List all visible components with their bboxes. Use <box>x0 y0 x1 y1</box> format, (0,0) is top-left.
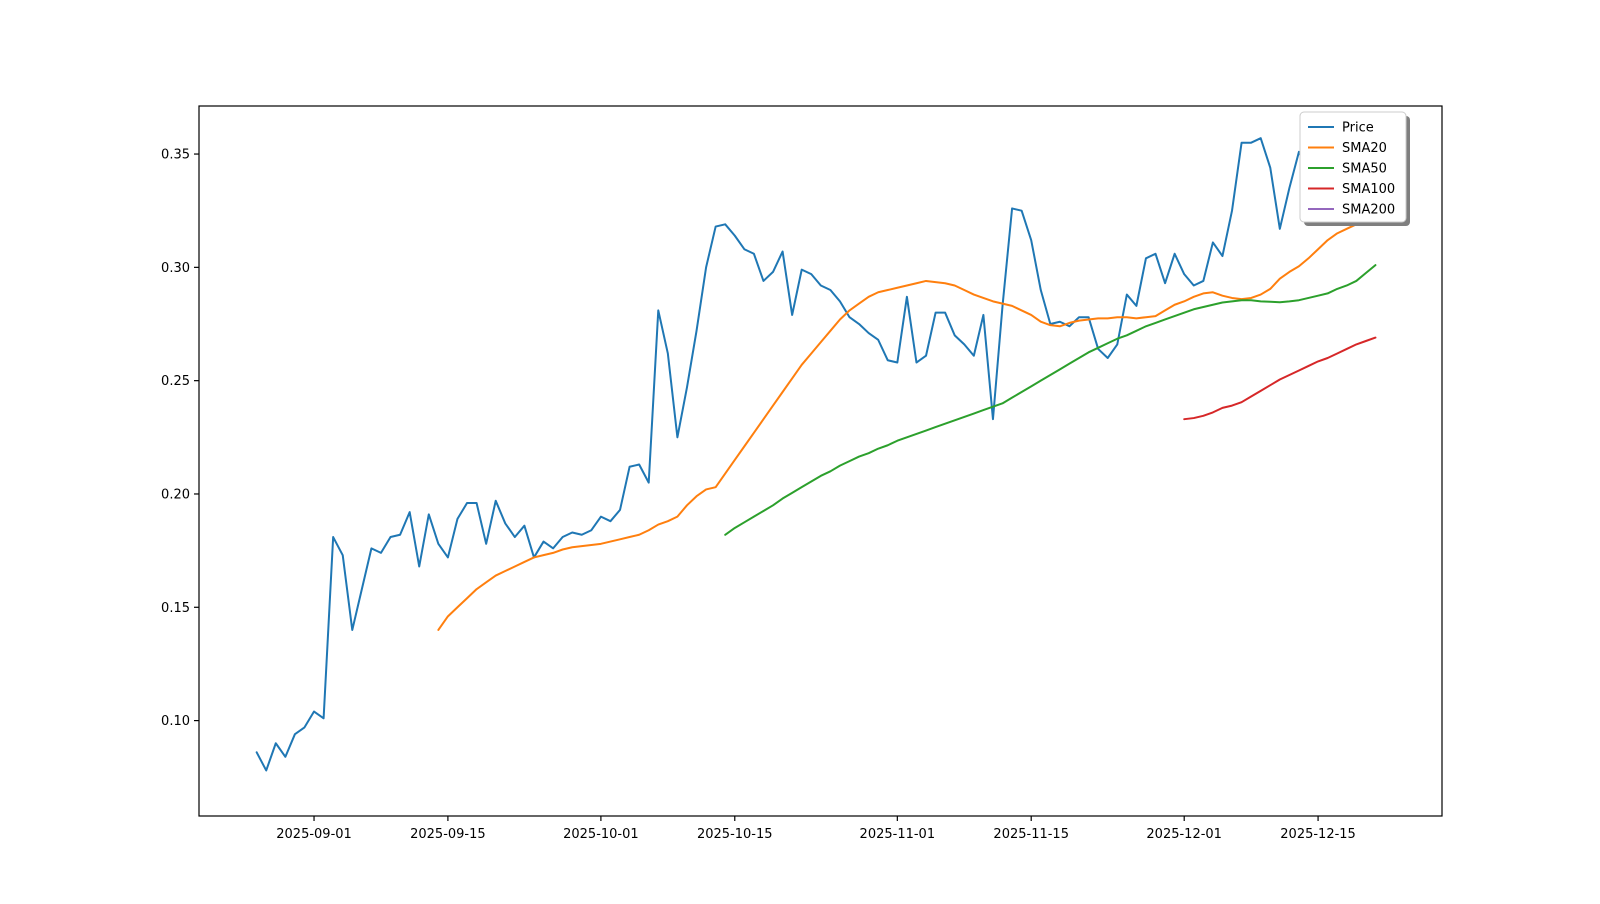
y-tick-label: 0.20 <box>161 487 190 502</box>
x-tick-label: 2025-11-01 <box>860 827 936 842</box>
y-tick-label: 0.10 <box>161 714 190 729</box>
x-tick-label: 2025-10-15 <box>697 827 773 842</box>
series-lines <box>255 137 1377 772</box>
y-tick-label: 0.35 <box>161 148 190 163</box>
legend-label-sma50: SMA50 <box>1342 162 1387 177</box>
y-tick-label: 0.15 <box>161 601 190 616</box>
legend-label-sma20: SMA20 <box>1342 141 1387 156</box>
legend-label-price: Price <box>1342 121 1374 136</box>
x-tick-label: 2025-09-01 <box>276 827 352 842</box>
y-tick-label: 0.30 <box>161 261 190 276</box>
line-sma50 <box>724 264 1377 536</box>
plot-area <box>198 105 1443 817</box>
line-sma100 <box>1183 336 1377 421</box>
line-sma20 <box>437 216 1377 631</box>
y-axis: 0.10 0.15 0.20 0.25 0.30 0.35 <box>161 148 199 729</box>
x-axis: 2025-09-01 2025-09-15 2025-10-01 2025-10-15… <box>276 816 1356 842</box>
x-tick-label: 2025-10-01 <box>563 827 639 842</box>
legend-box <box>1299 111 1407 223</box>
y-tick-label: 0.25 <box>161 374 190 389</box>
x-tick-label: 2025-12-15 <box>1280 827 1356 842</box>
x-tick-label: 2025-12-01 <box>1146 827 1222 842</box>
x-tick-label: 2025-09-15 <box>410 827 486 842</box>
line-price <box>255 137 1377 772</box>
legend: Price SMA20 SMA50 SMA100 SMA200 <box>1299 111 1410 226</box>
plot-border <box>198 105 1443 817</box>
legend-label-sma100: SMA100 <box>1342 182 1395 197</box>
x-tick-label: 2025-11-15 <box>993 827 1069 842</box>
legend-label-sma200: SMA200 <box>1342 203 1395 218</box>
